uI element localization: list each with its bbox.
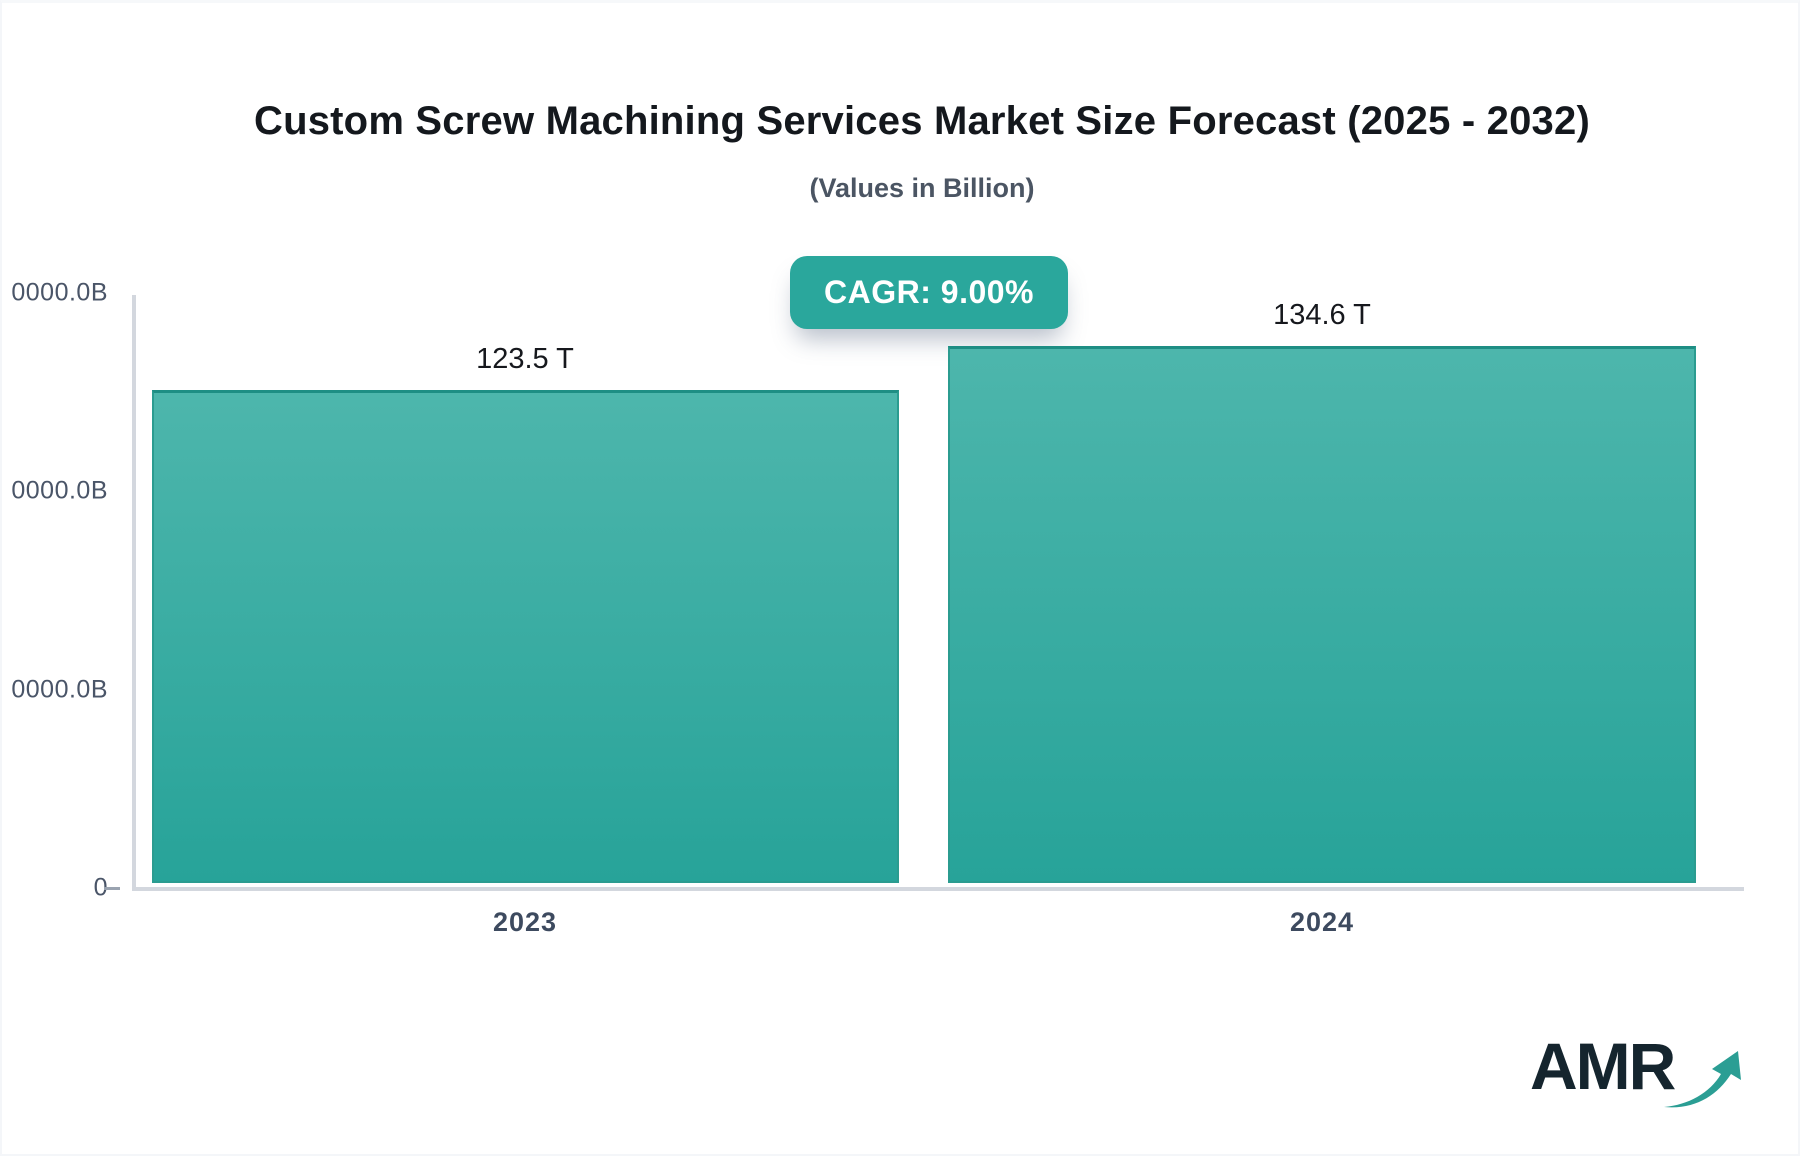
cagr-badge-label: CAGR: 9.00% <box>824 274 1034 310</box>
y-tick-label: 0 <box>93 873 108 902</box>
y-tick-label: 0000.0B <box>11 675 108 704</box>
y-tick-label: 0000.0B <box>11 476 108 505</box>
x-axis-label: 2023 <box>492 907 558 937</box>
bar <box>948 346 1696 883</box>
amr-logo-text: AMR <box>1530 1029 1676 1103</box>
x-axis-line <box>132 887 1744 891</box>
bar-value-label: 134.6 T <box>1273 299 1371 331</box>
bar <box>152 390 899 883</box>
chart-title: Custom Screw Machining Services Market S… <box>254 99 1590 143</box>
y-axis-line <box>132 295 136 889</box>
zero-tick-dash <box>104 887 120 890</box>
amr-logo: AMR <box>1530 1033 1744 1111</box>
y-tick-label: 0000.0B <box>11 278 108 307</box>
bar-value-label: 123.5 T <box>476 343 574 375</box>
chart-subtitle: (Values in Billion) <box>809 173 1035 203</box>
growth-arrow-icon <box>1664 1051 1742 1108</box>
cagr-badge: CAGR: 9.00% <box>790 256 1068 329</box>
x-axis-label: 2024 <box>1289 907 1355 937</box>
